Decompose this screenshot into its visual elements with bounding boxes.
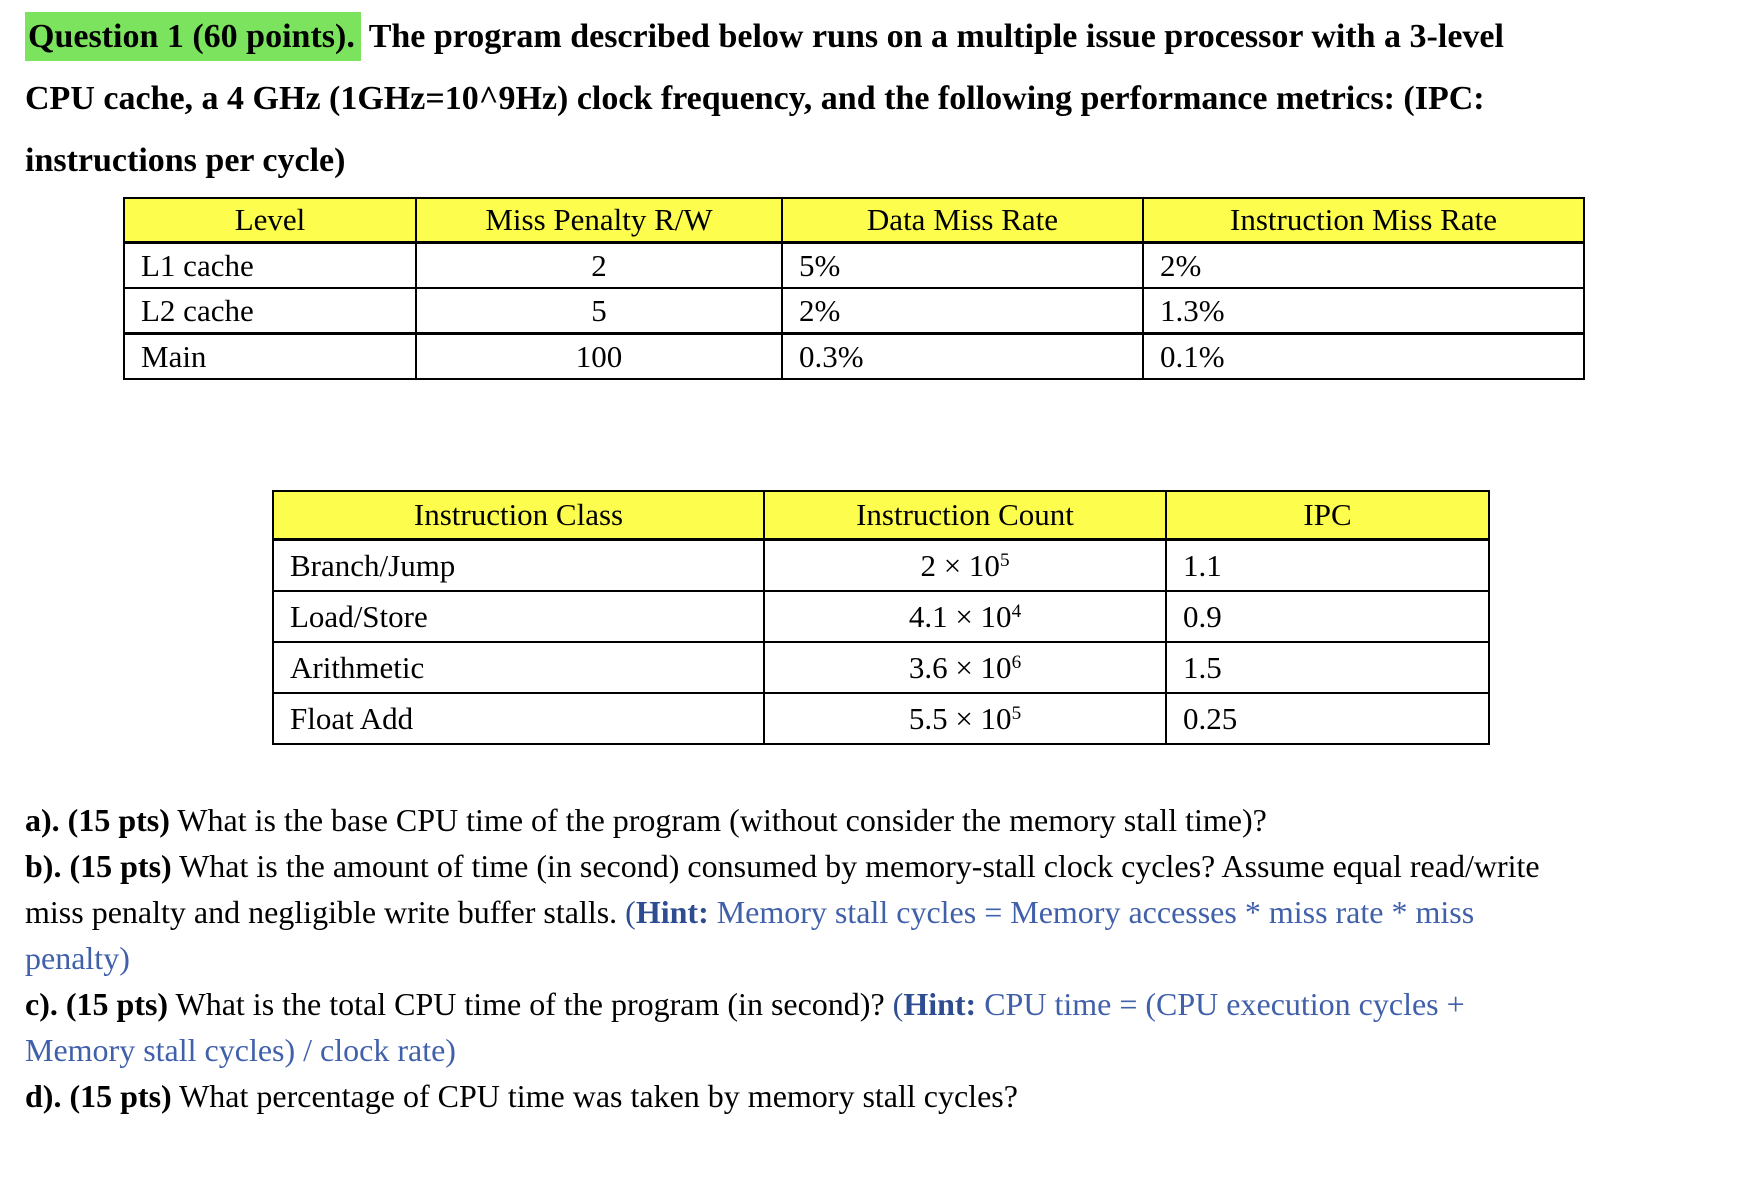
- question-c-label: c). (15 pts): [25, 986, 169, 1022]
- cell-instruction-count: 4.1 × 104: [763, 590, 1167, 643]
- cell-data-miss-rate: 2%: [781, 287, 1144, 335]
- cell-instruction-count: 2 × 105: [763, 538, 1167, 592]
- exponent-superscript: 5: [999, 549, 1010, 571]
- cell-instruction-miss-rate: 0.1%: [1142, 332, 1585, 380]
- cell-ipc: 1.1: [1165, 538, 1490, 592]
- hint-label: Hint:: [903, 986, 977, 1022]
- header-instruction-class: Instruction Class: [272, 490, 765, 541]
- exponent-superscript: 4: [1011, 600, 1022, 622]
- cell-miss-penalty: 5: [415, 287, 783, 335]
- instruction-table-header-row: Instruction Class Instruction Count IPC: [272, 490, 1490, 541]
- cell-ipc: 0.9: [1165, 590, 1490, 643]
- hint-text: Memory stall cycles = Memory accesses * …: [25, 894, 1475, 976]
- cache-metrics-table: Level Miss Penalty R/W Data Miss Rate In…: [123, 197, 1585, 380]
- question-a-label: a). (15 pts): [25, 802, 170, 838]
- header-miss-penalty: Miss Penalty R/W: [415, 197, 783, 244]
- question-intro: Question 1 (60 points). The program desc…: [25, 6, 1560, 192]
- question-c-text: What is the total CPU time of the progra…: [168, 986, 893, 1022]
- header-ipc: IPC: [1165, 490, 1490, 541]
- instruction-mix-table: Instruction Class Instruction Count IPC …: [272, 490, 1490, 745]
- cell-level: L2 cache: [123, 287, 417, 335]
- table-row-float-add: Float Add 5.5 × 105 0.25: [272, 692, 1490, 745]
- cell-instruction-class: Load/Store: [272, 590, 765, 643]
- cell-instruction-class: Float Add: [272, 692, 765, 745]
- question-a-text: What is the base CPU time of the program…: [169, 802, 1267, 838]
- cell-miss-penalty: 100: [415, 332, 783, 380]
- question-intro-text: The program described below runs on a mu…: [25, 18, 1504, 179]
- header-instruction-miss-rate: Instruction Miss Rate: [1142, 197, 1585, 244]
- question-d: d). (15 pts) What percentage of CPU time…: [25, 1073, 1540, 1119]
- cell-miss-penalty: 2: [415, 241, 783, 289]
- hint-paren: (: [892, 986, 904, 1022]
- question-document: Question 1 (60 points). The program desc…: [25, 6, 1585, 1119]
- table-row-load-store: Load/Store 4.1 × 104 0.9: [272, 590, 1490, 643]
- exponent-superscript: 6: [1011, 651, 1022, 673]
- hint-label: Hint:: [635, 894, 709, 930]
- question-d-label: d). (15 pts): [25, 1078, 172, 1114]
- question-b: b). (15 pts) What is the amount of time …: [25, 843, 1540, 981]
- hint-paren: (: [625, 894, 636, 930]
- hint-text: CPU time = (CPU execution cycles + Memor…: [25, 986, 1465, 1068]
- count-mantissa: 2 × 10: [920, 547, 1000, 583]
- exponent-superscript: 5: [1011, 702, 1022, 724]
- question-b-label: b). (15 pts): [25, 848, 172, 884]
- question-title-highlight: Question 1 (60 points).: [25, 12, 361, 61]
- count-mantissa: 4.1 × 10: [908, 598, 1012, 634]
- question-a: a). (15 pts) What is the base CPU time o…: [25, 797, 1540, 843]
- cell-data-miss-rate: 0.3%: [781, 332, 1144, 380]
- table-row-l2: L2 cache 5 2% 1.3%: [123, 287, 1585, 335]
- cell-instruction-count: 3.6 × 106: [763, 641, 1167, 694]
- header-instruction-count: Instruction Count: [763, 490, 1167, 541]
- count-mantissa: 5.5 × 10: [908, 700, 1012, 736]
- table-row-l1: L1 cache 2 5% 2%: [123, 241, 1585, 289]
- question-b-text: What is the amount of time (in second) c…: [25, 848, 1540, 930]
- question-c: c). (15 pts) What is the total CPU time …: [25, 981, 1540, 1073]
- table-row-branch-jump: Branch/Jump 2 × 105 1.1: [272, 538, 1490, 592]
- cell-instruction-miss-rate: 1.3%: [1142, 287, 1585, 335]
- cell-instruction-class: Branch/Jump: [272, 538, 765, 592]
- header-data-miss-rate: Data Miss Rate: [781, 197, 1144, 244]
- table-row-main: Main 100 0.3% 0.1%: [123, 332, 1585, 380]
- cell-ipc: 0.25: [1165, 692, 1490, 745]
- cell-instruction-class: Arithmetic: [272, 641, 765, 694]
- cache-table-header-row: Level Miss Penalty R/W Data Miss Rate In…: [123, 197, 1585, 244]
- cell-instruction-count: 5.5 × 105: [763, 692, 1167, 745]
- cell-level: L1 cache: [123, 241, 417, 289]
- cell-instruction-miss-rate: 2%: [1142, 241, 1585, 289]
- cell-level: Main: [123, 332, 417, 380]
- question-list: a). (15 pts) What is the base CPU time o…: [25, 797, 1540, 1119]
- cell-ipc: 1.5: [1165, 641, 1490, 694]
- cell-data-miss-rate: 5%: [781, 241, 1144, 289]
- table-row-arithmetic: Arithmetic 3.6 × 106 1.5: [272, 641, 1490, 694]
- header-level: Level: [123, 197, 417, 244]
- question-d-text: What percentage of CPU time was taken by…: [171, 1078, 1018, 1114]
- count-mantissa: 3.6 × 10: [908, 649, 1012, 685]
